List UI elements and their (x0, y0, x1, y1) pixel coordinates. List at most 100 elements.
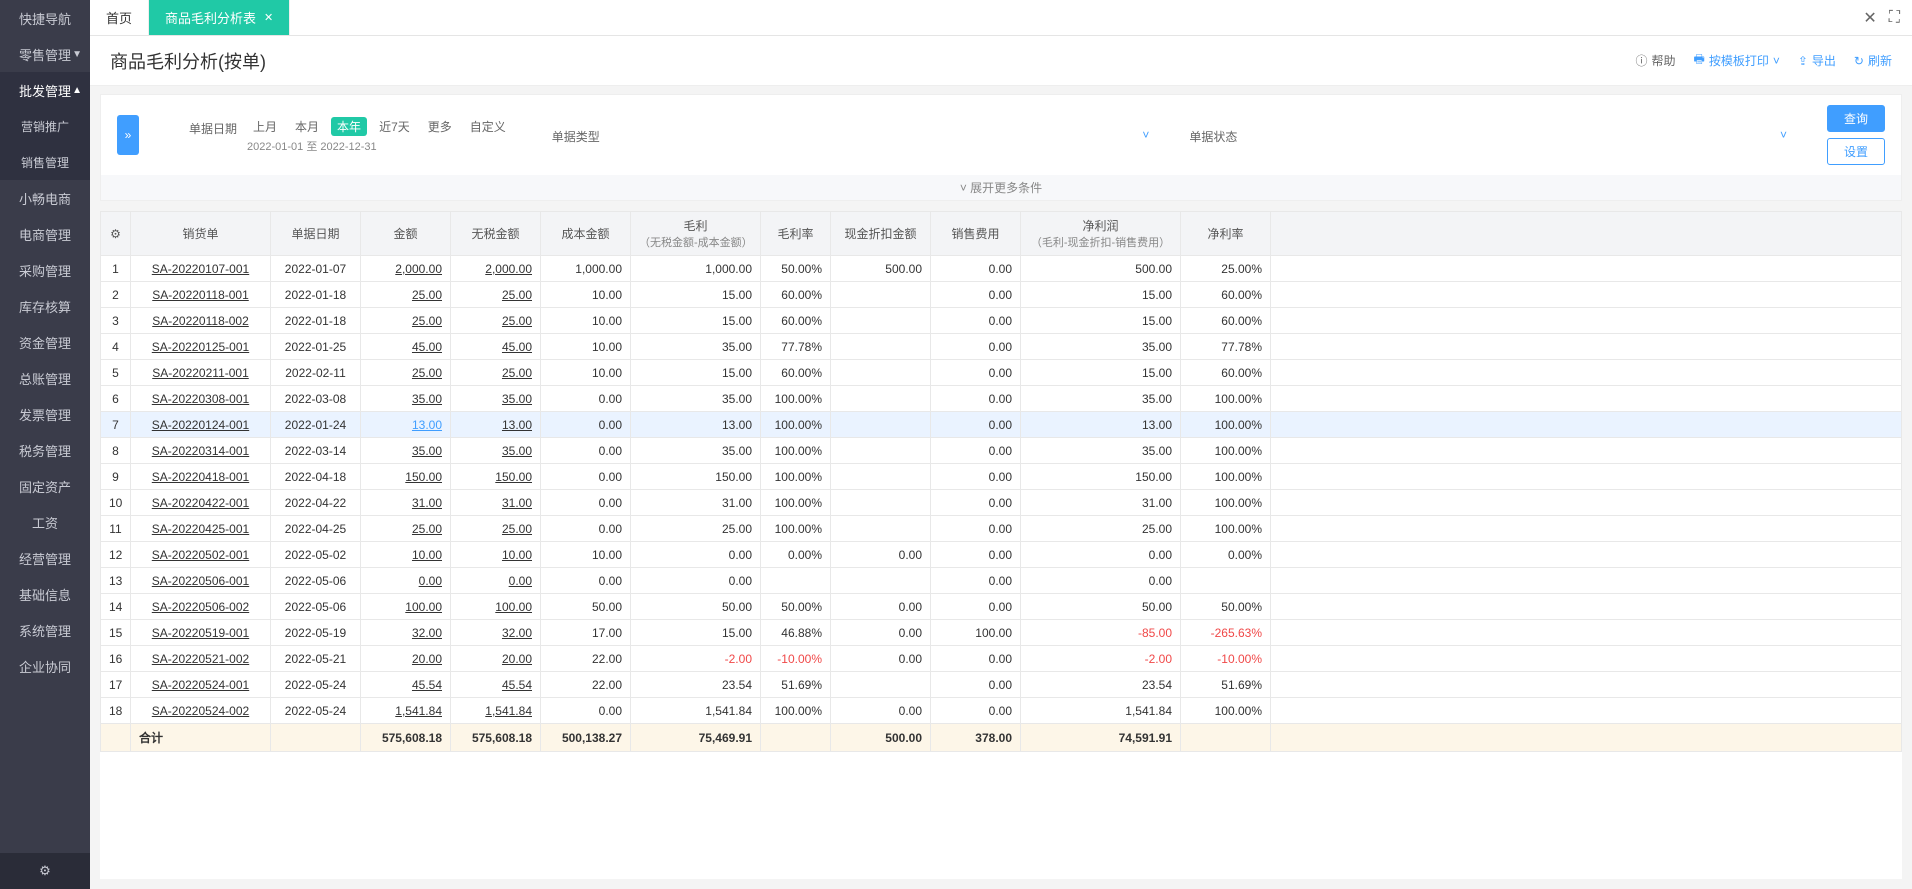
sidebar-subitem[interactable]: 营销推广 (0, 108, 90, 144)
cell-bill[interactable]: SA-20220118-001 (131, 282, 271, 308)
tab-gross-profit[interactable]: 商品毛利分析表 ✕ (149, 0, 290, 35)
cell-notax[interactable]: 1,541.84 (451, 698, 541, 724)
expand-filter-button[interactable]: ˅ 展开更多条件 (101, 175, 1901, 200)
cell-amount[interactable]: 100.00 (361, 594, 451, 620)
cell-amount[interactable]: 32.00 (361, 620, 451, 646)
cell-amount[interactable]: 1,541.84 (361, 698, 451, 724)
table-row[interactable]: 6SA-20220308-0012022-03-0835.0035.000.00… (101, 386, 1902, 412)
sidebar-item[interactable]: 总账管理 (0, 360, 90, 396)
cell-notax[interactable]: 2,000.00 (451, 256, 541, 282)
table-row[interactable]: 4SA-20220125-0012022-01-2545.0045.0010.0… (101, 334, 1902, 360)
cell-amount[interactable]: 25.00 (361, 516, 451, 542)
cell-bill[interactable]: SA-20220125-001 (131, 334, 271, 360)
sidebar-item[interactable]: 电商管理 (0, 216, 90, 252)
date-tag[interactable]: 本月 (289, 117, 325, 136)
table-row[interactable]: 9SA-20220418-0012022-04-18150.00150.000.… (101, 464, 1902, 490)
bill-status-select[interactable]: ˅ (1247, 128, 1787, 143)
cell-amount[interactable]: 45.54 (361, 672, 451, 698)
sidebar-subitem[interactable]: 销售管理 (0, 144, 90, 180)
export-button[interactable]: ⇪ 导出 (1798, 52, 1836, 69)
cell-amount[interactable]: 25.00 (361, 360, 451, 386)
cell-amount[interactable]: 35.00 (361, 386, 451, 412)
sidebar-item[interactable]: 快捷导航 (0, 0, 90, 36)
cell-amount[interactable]: 25.00 (361, 282, 451, 308)
table-row[interactable]: 7SA-20220124-0012022-01-2413.0013.000.00… (101, 412, 1902, 438)
sidebar-item[interactable]: 系统管理 (0, 612, 90, 648)
close-all-icon[interactable]: ✕ (1863, 8, 1876, 28)
table-row[interactable]: 11SA-20220425-0012022-04-2525.0025.000.0… (101, 516, 1902, 542)
cell-amount[interactable]: 2,000.00 (361, 256, 451, 282)
fullscreen-icon[interactable]: ⛶ (1889, 9, 1900, 27)
table-row[interactable]: 17SA-20220524-0012022-05-2445.5445.5422.… (101, 672, 1902, 698)
bill-type-select[interactable]: ˅ (610, 128, 1150, 143)
cell-amount[interactable]: 20.00 (361, 646, 451, 672)
help-button[interactable]: ⓘ 帮助 (1635, 52, 1675, 69)
tab-home[interactable]: 首页 (90, 0, 149, 35)
date-tag[interactable]: 上月 (247, 117, 283, 136)
cell-bill[interactable]: SA-20220506-002 (131, 594, 271, 620)
cell-notax[interactable]: 25.00 (451, 282, 541, 308)
sidebar-item[interactable]: 小畅电商 (0, 180, 90, 216)
cell-bill[interactable]: SA-20220502-001 (131, 542, 271, 568)
cell-amount[interactable]: 0.00 (361, 568, 451, 594)
sidebar-item[interactable]: 工资 (0, 504, 90, 540)
table-row[interactable]: 5SA-20220211-0012022-02-1125.0025.0010.0… (101, 360, 1902, 386)
cell-bill[interactable]: SA-20220422-001 (131, 490, 271, 516)
cell-notax[interactable]: 45.00 (451, 334, 541, 360)
cell-notax[interactable]: 10.00 (451, 542, 541, 568)
sidebar-item[interactable]: 资金管理 (0, 324, 90, 360)
cell-amount[interactable]: 35.00 (361, 438, 451, 464)
settings-gear-button[interactable]: ⚙ (0, 853, 90, 889)
sidebar-item[interactable]: 采购管理 (0, 252, 90, 288)
table-row[interactable]: 12SA-20220502-0012022-05-0210.0010.0010.… (101, 542, 1902, 568)
print-template-button[interactable]: 🖶 按模板打印 ˅ (1693, 50, 1779, 71)
table-row[interactable]: 8SA-20220314-0012022-03-1435.0035.000.00… (101, 438, 1902, 464)
cell-amount[interactable]: 13.00 (361, 412, 451, 438)
cell-bill[interactable]: SA-20220519-001 (131, 620, 271, 646)
cell-notax[interactable]: 100.00 (451, 594, 541, 620)
cell-notax[interactable]: 25.00 (451, 360, 541, 386)
cell-bill[interactable]: SA-20220124-001 (131, 412, 271, 438)
cell-bill[interactable]: SA-20220118-002 (131, 308, 271, 334)
sidebar-item[interactable]: 固定资产 (0, 468, 90, 504)
table-row[interactable]: 2SA-20220118-0012022-01-1825.0025.0010.0… (101, 282, 1902, 308)
cell-amount[interactable]: 31.00 (361, 490, 451, 516)
table-row[interactable]: 18SA-20220524-0022022-05-241,541.841,541… (101, 698, 1902, 724)
table-row[interactable]: 16SA-20220521-0022022-05-2120.0020.0022.… (101, 646, 1902, 672)
cell-notax[interactable]: 25.00 (451, 308, 541, 334)
cell-amount[interactable]: 45.00 (361, 334, 451, 360)
cell-notax[interactable]: 35.00 (451, 438, 541, 464)
cell-notax[interactable]: 25.00 (451, 516, 541, 542)
query-button[interactable]: 查询 (1827, 105, 1885, 132)
table-row[interactable]: 13SA-20220506-0012022-05-060.000.000.000… (101, 568, 1902, 594)
cell-amount[interactable]: 150.00 (361, 464, 451, 490)
settings-button[interactable]: 设置 (1827, 138, 1885, 165)
table-row[interactable]: 14SA-20220506-0022022-05-06100.00100.005… (101, 594, 1902, 620)
cell-notax[interactable]: 31.00 (451, 490, 541, 516)
cell-notax[interactable]: 45.54 (451, 672, 541, 698)
sidebar-item[interactable]: 批发管理▲ (0, 72, 90, 108)
sidebar-item[interactable]: 零售管理▼ (0, 36, 90, 72)
table-row[interactable]: 15SA-20220519-0012022-05-1932.0032.0017.… (101, 620, 1902, 646)
sidebar-item[interactable]: 经营管理 (0, 540, 90, 576)
sidebar-item[interactable]: 库存核算 (0, 288, 90, 324)
sidebar-item[interactable]: 基础信息 (0, 576, 90, 612)
table-row[interactable]: 3SA-20220118-0022022-01-1825.0025.0010.0… (101, 308, 1902, 334)
sidebar-item[interactable]: 企业协同 (0, 648, 90, 684)
cell-notax[interactable]: 150.00 (451, 464, 541, 490)
date-tag[interactable]: 本年 (331, 117, 367, 136)
cell-bill[interactable]: SA-20220521-002 (131, 646, 271, 672)
sidebar-item[interactable]: 发票管理 (0, 396, 90, 432)
collapse-filter-button[interactable]: » (117, 115, 139, 155)
refresh-button[interactable]: ↻ 刷新 (1854, 52, 1892, 69)
date-tag[interactable]: 自定义 (464, 117, 512, 136)
date-tag[interactable]: 更多 (422, 117, 458, 136)
close-icon[interactable]: ✕ (264, 11, 273, 24)
cell-notax[interactable]: 13.00 (451, 412, 541, 438)
cell-bill[interactable]: SA-20220314-001 (131, 438, 271, 464)
sidebar-item[interactable]: 税务管理 (0, 432, 90, 468)
table-row[interactable]: 1SA-20220107-0012022-01-072,000.002,000.… (101, 256, 1902, 282)
cell-notax[interactable]: 0.00 (451, 568, 541, 594)
cell-bill[interactable]: SA-20220211-001 (131, 360, 271, 386)
cell-amount[interactable]: 10.00 (361, 542, 451, 568)
